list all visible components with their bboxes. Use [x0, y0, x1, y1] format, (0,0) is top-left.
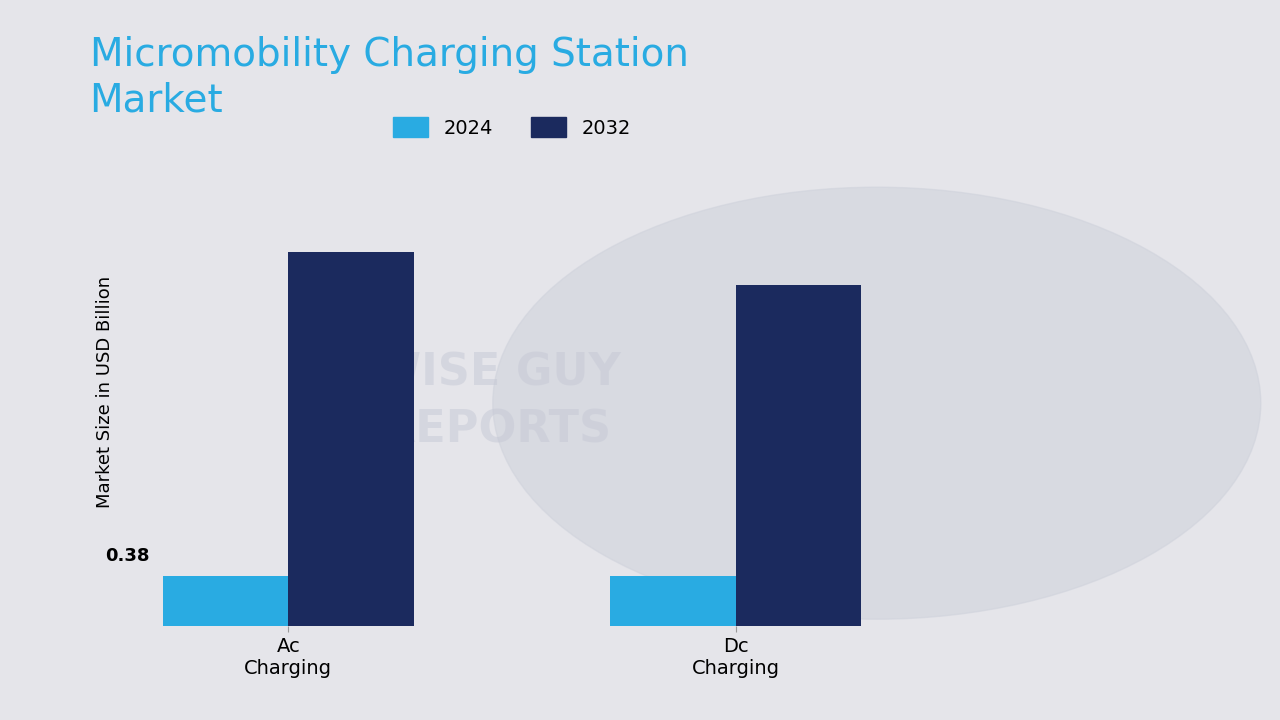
Text: 0.38: 0.38 [105, 547, 150, 565]
Y-axis label: Market Size in USD Billion: Market Size in USD Billion [96, 276, 114, 508]
Legend: 2024, 2032: 2024, 2032 [383, 107, 641, 148]
Circle shape [493, 187, 1261, 619]
Text: WISE GUY
REPORTS: WISE GUY REPORTS [372, 352, 621, 451]
Bar [288, 252, 413, 626]
Bar [736, 285, 861, 626]
Bar [163, 575, 288, 626]
Bar [611, 575, 736, 626]
Text: Micromobility Charging Station
Market: Micromobility Charging Station Market [90, 36, 689, 120]
